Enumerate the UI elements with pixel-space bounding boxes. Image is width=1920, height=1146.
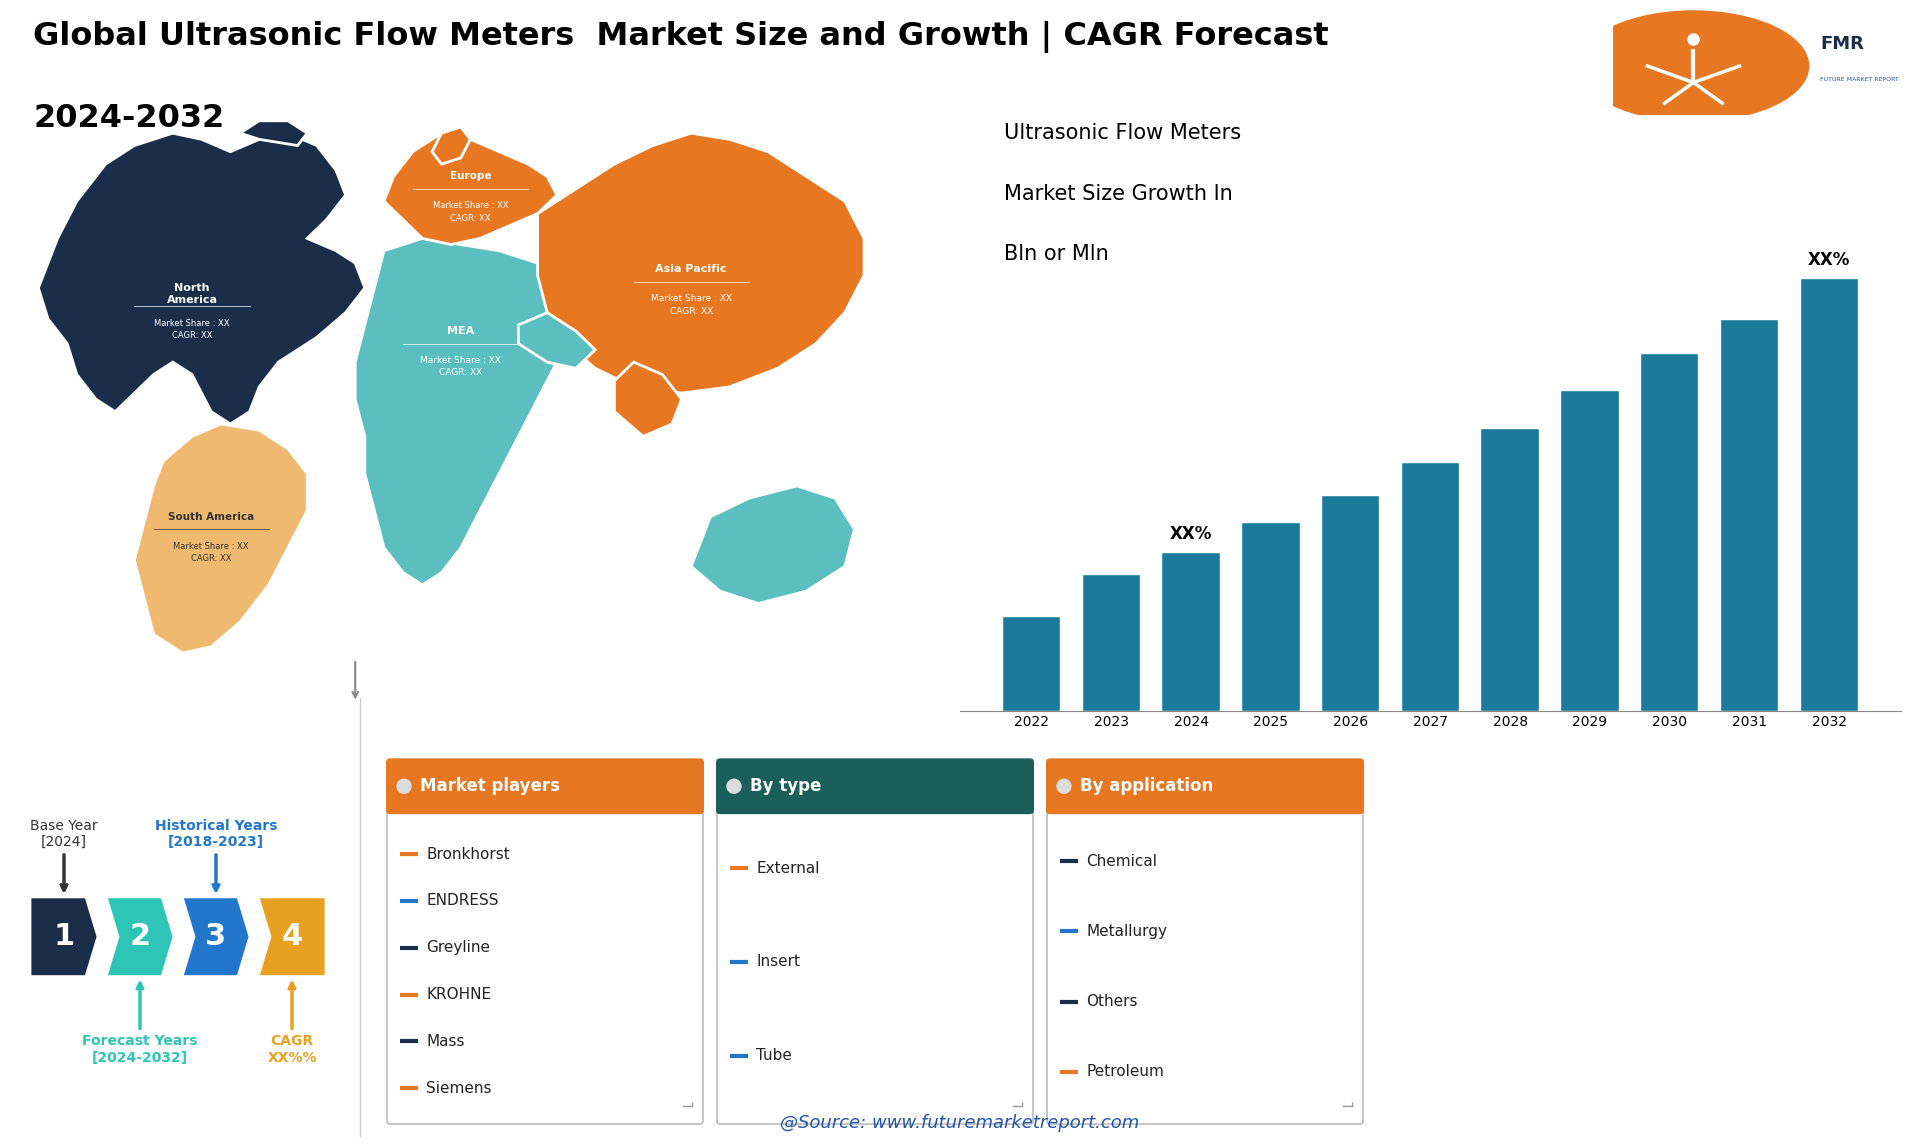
FancyBboxPatch shape	[1046, 807, 1363, 1124]
Text: Market Share : XX
CAGR: XX: Market Share : XX CAGR: XX	[420, 356, 501, 377]
FancyBboxPatch shape	[716, 807, 1033, 1124]
Text: 2024-2032: 2024-2032	[33, 103, 225, 134]
Polygon shape	[134, 424, 307, 653]
Bar	[1162, 552, 1219, 711]
Text: ENDRESS: ENDRESS	[426, 894, 499, 909]
Text: Market Share : XX
CAGR: XX: Market Share : XX CAGR: XX	[651, 295, 732, 315]
Polygon shape	[106, 897, 175, 976]
Text: Insert: Insert	[756, 955, 801, 970]
Text: Siemens: Siemens	[426, 1081, 492, 1096]
Text: Metallurgy: Metallurgy	[1087, 924, 1167, 939]
Text: 4: 4	[282, 923, 303, 951]
Bar	[1321, 496, 1379, 711]
Text: Bronkhorst: Bronkhorst	[426, 847, 509, 862]
Bar	[1561, 391, 1619, 711]
Text: Historical Years
[2018-2023]: Historical Years [2018-2023]	[156, 819, 276, 849]
Bar	[1242, 523, 1300, 711]
Text: Market Share : XX
CAGR: XX: Market Share : XX CAGR: XX	[173, 542, 250, 563]
Polygon shape	[355, 238, 566, 584]
Polygon shape	[240, 120, 307, 146]
Circle shape	[728, 779, 741, 793]
Bar	[1083, 575, 1140, 711]
Polygon shape	[691, 486, 854, 604]
Bar	[1801, 278, 1859, 711]
Text: By type: By type	[751, 777, 822, 795]
Circle shape	[1578, 11, 1809, 121]
FancyBboxPatch shape	[716, 759, 1035, 814]
Bar	[1482, 429, 1540, 711]
Text: Others: Others	[1087, 994, 1137, 1010]
Text: South America: South America	[169, 512, 253, 521]
Text: Europe: Europe	[449, 172, 492, 181]
Polygon shape	[432, 127, 470, 164]
Text: Asia Pacific: Asia Pacific	[655, 265, 728, 274]
Text: ⌐: ⌐	[1008, 1096, 1021, 1113]
FancyBboxPatch shape	[388, 807, 703, 1124]
Text: ⌐: ⌐	[1338, 1096, 1352, 1113]
Text: @Source: www.futuremarketreport.com: @Source: www.futuremarketreport.com	[780, 1114, 1140, 1132]
FancyBboxPatch shape	[386, 759, 705, 814]
Polygon shape	[518, 313, 595, 368]
Text: FUTURE MARKET REPORT: FUTURE MARKET REPORT	[1820, 77, 1899, 83]
Text: By application: By application	[1079, 777, 1213, 795]
Text: XX%: XX%	[1169, 525, 1212, 543]
Text: 2: 2	[129, 923, 150, 951]
Text: Mass: Mass	[426, 1034, 465, 1049]
Text: XX%: XX%	[1809, 251, 1851, 269]
Polygon shape	[257, 897, 326, 976]
Text: Petroleum: Petroleum	[1087, 1065, 1164, 1080]
Polygon shape	[538, 133, 864, 393]
Text: Global Ultrasonic Flow Meters  Market Size and Growth | CAGR Forecast: Global Ultrasonic Flow Meters Market Siz…	[33, 21, 1329, 53]
Text: Greyline: Greyline	[426, 940, 490, 956]
Circle shape	[397, 779, 411, 793]
Text: CAGR
XX%%: CAGR XX%%	[267, 1035, 317, 1065]
Circle shape	[1058, 779, 1071, 793]
Text: Market Share : XX
CAGR: XX: Market Share : XX CAGR: XX	[432, 202, 509, 222]
Text: ⌐: ⌐	[678, 1096, 691, 1113]
Text: Tube: Tube	[756, 1047, 791, 1063]
Bar	[1642, 354, 1699, 711]
Polygon shape	[614, 362, 682, 437]
Text: Market players: Market players	[420, 777, 561, 795]
Text: Bln or Mln: Bln or Mln	[1004, 244, 1108, 264]
Polygon shape	[182, 897, 250, 976]
Bar	[1002, 617, 1060, 711]
Polygon shape	[31, 897, 98, 976]
Text: Ultrasonic Flow Meters: Ultrasonic Flow Meters	[1004, 124, 1240, 143]
Text: Base Year
[2024]: Base Year [2024]	[31, 819, 98, 849]
FancyBboxPatch shape	[1046, 759, 1363, 814]
Text: Chemical: Chemical	[1087, 854, 1158, 869]
Text: KROHNE: KROHNE	[426, 987, 492, 1002]
Text: Forecast Years
[2024-2032]: Forecast Years [2024-2032]	[83, 1035, 198, 1065]
Polygon shape	[38, 133, 365, 424]
Bar	[1402, 463, 1459, 711]
Text: North
America: North America	[167, 283, 217, 305]
Bar	[1720, 320, 1778, 711]
Text: 3: 3	[205, 923, 227, 951]
Text: External: External	[756, 861, 820, 876]
Text: Market Size Growth In: Market Size Growth In	[1004, 183, 1233, 204]
Polygon shape	[384, 133, 557, 244]
Text: FMR: FMR	[1820, 36, 1864, 53]
Text: Market Share : XX
CAGR: XX: Market Share : XX CAGR: XX	[154, 319, 230, 340]
Text: 1: 1	[54, 923, 75, 951]
Text: MEA: MEA	[447, 327, 474, 336]
